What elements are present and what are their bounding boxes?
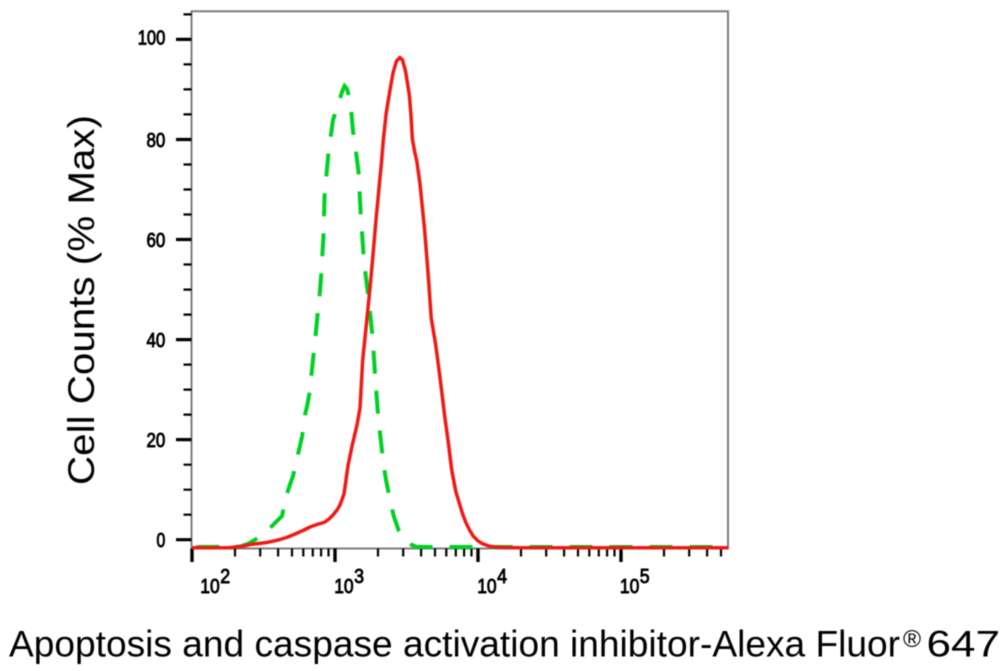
svg-text:40: 40 (147, 330, 166, 352)
svg-text:60: 60 (147, 230, 166, 252)
svg-text:647: 647 (927, 623, 1001, 664)
svg-text:20: 20 (147, 430, 166, 452)
svg-text:10: 10 (620, 576, 639, 598)
svg-text:4: 4 (497, 566, 507, 588)
svg-text:0: 0 (157, 530, 166, 552)
svg-text:2: 2 (220, 566, 230, 588)
svg-text:Apoptosis and caspase activati: Apoptosis and caspase activation inhibit… (9, 623, 900, 664)
svg-text:100: 100 (138, 28, 166, 50)
svg-text:10: 10 (200, 576, 219, 598)
svg-text:10: 10 (334, 576, 353, 598)
svg-text:80: 80 (147, 130, 166, 152)
svg-text:Cell Counts (% Max): Cell Counts (% Max) (61, 115, 102, 485)
svg-text:5: 5 (640, 566, 650, 588)
svg-text:®: ® (903, 626, 921, 653)
svg-text:10: 10 (477, 576, 496, 598)
svg-text:3: 3 (354, 566, 364, 588)
